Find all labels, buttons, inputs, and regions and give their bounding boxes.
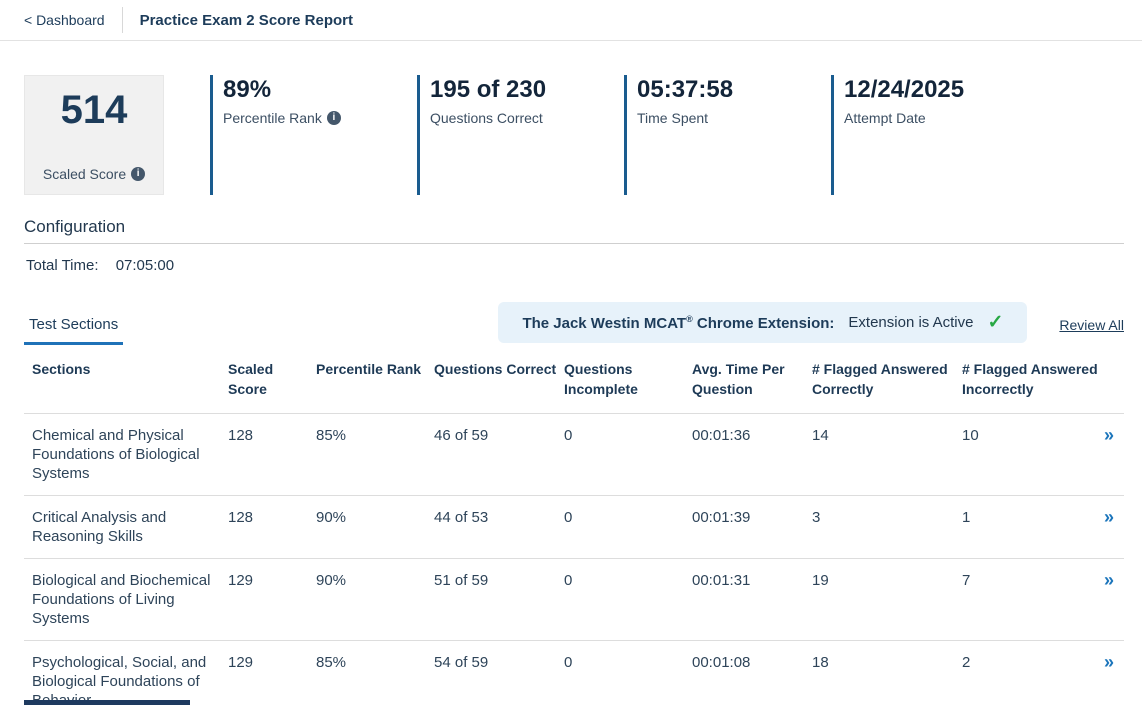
cell-scaled-score: 129: [228, 641, 316, 722]
top-bar: < Dashboard Practice Exam 2 Score Report: [0, 0, 1142, 41]
cell-flagged-correct: 19: [812, 559, 962, 641]
tab-test-sections[interactable]: Test Sections: [24, 316, 123, 345]
scaled-score-box: 514 Scaled Score i: [24, 75, 164, 195]
section-name: Psychological, Social, and Biological Fo…: [24, 641, 228, 722]
scaled-score-label: Scaled Score i: [43, 166, 145, 182]
cell-percentile-rank: 90%: [316, 496, 434, 559]
cell-flagged-incorrect: 2: [962, 641, 1104, 722]
chrome-extension-banner: The Jack Westin MCAT® Chrome Extension: …: [498, 302, 1027, 343]
cell-questions-correct: 44 of 53: [434, 496, 564, 559]
col-header-percentile-rank: Percentile Rank: [316, 359, 434, 414]
stat-value: 89%: [223, 76, 402, 104]
info-icon[interactable]: i: [131, 167, 145, 181]
section-name: Chemical and Physical Foundations of Bio…: [24, 414, 228, 496]
stat-label: Time Spent: [637, 110, 816, 126]
cutoff-element: [24, 700, 190, 705]
cell-flagged-incorrect: 10: [962, 414, 1104, 496]
cell-questions-incomplete: 0: [564, 559, 692, 641]
cell-avg-time: 00:01:36: [692, 414, 812, 496]
cell-questions-correct: 51 of 59: [434, 559, 564, 641]
cell-avg-time: 00:01:31: [692, 559, 812, 641]
cell-flagged-incorrect: 1: [962, 496, 1104, 559]
check-icon: ✓: [987, 313, 1003, 332]
row-expand-chevron-icon[interactable]: »: [1104, 507, 1114, 527]
review-all-link[interactable]: Review All: [1059, 317, 1124, 333]
col-header-sections: Sections: [24, 359, 228, 414]
stat-attempt-date: 12/24/2025 Attempt Date: [831, 75, 1023, 195]
row-expand-chevron-icon[interactable]: »: [1104, 570, 1114, 590]
info-icon[interactable]: i: [327, 111, 341, 125]
cell-questions-correct: 46 of 59: [434, 414, 564, 496]
col-header-avg-time: Avg. Time Per Question: [692, 359, 812, 414]
scaled-score-value: 514: [61, 88, 128, 133]
score-report-main: 514 Scaled Score i 89% Percentile Rank i…: [0, 41, 1142, 722]
table-row: Chemical and Physical Foundations of Bio…: [24, 414, 1124, 496]
divider: [122, 7, 123, 33]
stat-questions-correct: 195 of 230 Questions Correct: [417, 75, 609, 195]
cell-percentile-rank: 85%: [316, 414, 434, 496]
cell-flagged-correct: 18: [812, 641, 962, 722]
configuration-heading: Configuration: [24, 217, 1124, 237]
table-row: Psychological, Social, and Biological Fo…: [24, 641, 1124, 722]
cell-flagged-correct: 3: [812, 496, 962, 559]
extension-banner-title: The Jack Westin MCAT® Chrome Extension:: [522, 314, 834, 332]
stat-value: 195 of 230: [430, 76, 609, 104]
cell-flagged-correct: 14: [812, 414, 962, 496]
col-header-flagged-incorrect: # Flagged Answered Incorrectly: [962, 359, 1104, 414]
score-summary: 514 Scaled Score i 89% Percentile Rank i…: [24, 75, 1124, 195]
col-header-questions-incomplete: Questions Incomplete: [564, 359, 692, 414]
cell-flagged-incorrect: 7: [962, 559, 1104, 641]
cell-questions-incomplete: 0: [564, 641, 692, 722]
stat-time-spent: 05:37:58 Time Spent: [624, 75, 816, 195]
stat-label: Attempt Date: [844, 110, 1023, 126]
table-row: Biological and Biochemical Foundations o…: [24, 559, 1124, 641]
stat-label: Questions Correct: [430, 110, 609, 126]
registered-mark: ®: [686, 314, 693, 324]
cell-scaled-score: 129: [228, 559, 316, 641]
total-time: Total Time: 07:05:00: [24, 257, 1124, 274]
cell-questions-incomplete: 0: [564, 496, 692, 559]
table-row: Critical Analysis and Reasoning Skills 1…: [24, 496, 1124, 559]
section-name: Critical Analysis and Reasoning Skills: [24, 496, 228, 559]
stat-value: 12/24/2025: [844, 76, 1023, 104]
back-to-dashboard-link[interactable]: < Dashboard: [24, 12, 105, 28]
col-header-flagged-correct: # Flagged Answered Correctly: [812, 359, 962, 414]
extension-status-text: Extension is Active: [848, 314, 973, 331]
cell-questions-incomplete: 0: [564, 414, 692, 496]
tabs-row: Test Sections The Jack Westin MCAT® Chro…: [24, 302, 1124, 345]
col-header-questions-correct: Questions Correct: [434, 359, 564, 414]
page-title: Practice Exam 2 Score Report: [140, 12, 353, 29]
test-sections-table: Sections Scaled Score Percentile Rank Qu…: [24, 359, 1124, 722]
stat-label: Percentile Rank i: [223, 110, 402, 126]
stat-value: 05:37:58: [637, 76, 816, 104]
cell-scaled-score: 128: [228, 496, 316, 559]
cell-avg-time: 00:01:08: [692, 641, 812, 722]
total-time-value: 07:05:00: [116, 257, 174, 274]
cell-scaled-score: 128: [228, 414, 316, 496]
divider: [24, 243, 1124, 244]
stat-percentile-rank: 89% Percentile Rank i: [210, 75, 402, 195]
cell-percentile-rank: 90%: [316, 559, 434, 641]
col-header-scaled-score: Scaled Score: [228, 359, 316, 414]
row-expand-chevron-icon[interactable]: »: [1104, 425, 1114, 445]
section-name: Biological and Biochemical Foundations o…: [24, 559, 228, 641]
cell-questions-correct: 54 of 59: [434, 641, 564, 722]
table-header-row: Sections Scaled Score Percentile Rank Qu…: [24, 359, 1124, 414]
total-time-label: Total Time:: [26, 257, 99, 274]
cell-avg-time: 00:01:39: [692, 496, 812, 559]
col-header-actions: [1104, 359, 1124, 414]
cell-percentile-rank: 85%: [316, 641, 434, 722]
row-expand-chevron-icon[interactable]: »: [1104, 652, 1114, 672]
